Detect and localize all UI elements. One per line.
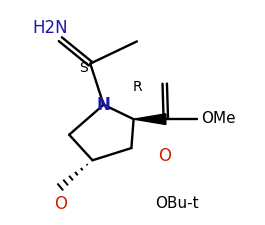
Text: O: O [158,147,171,165]
Text: N: N [97,96,111,114]
Text: S: S [79,61,88,75]
Polygon shape [134,114,166,124]
Text: H2N: H2N [33,19,68,37]
Text: O: O [54,195,67,213]
Text: OMe: OMe [201,110,236,126]
Text: R: R [132,80,142,94]
Text: OBu-t: OBu-t [155,196,198,211]
